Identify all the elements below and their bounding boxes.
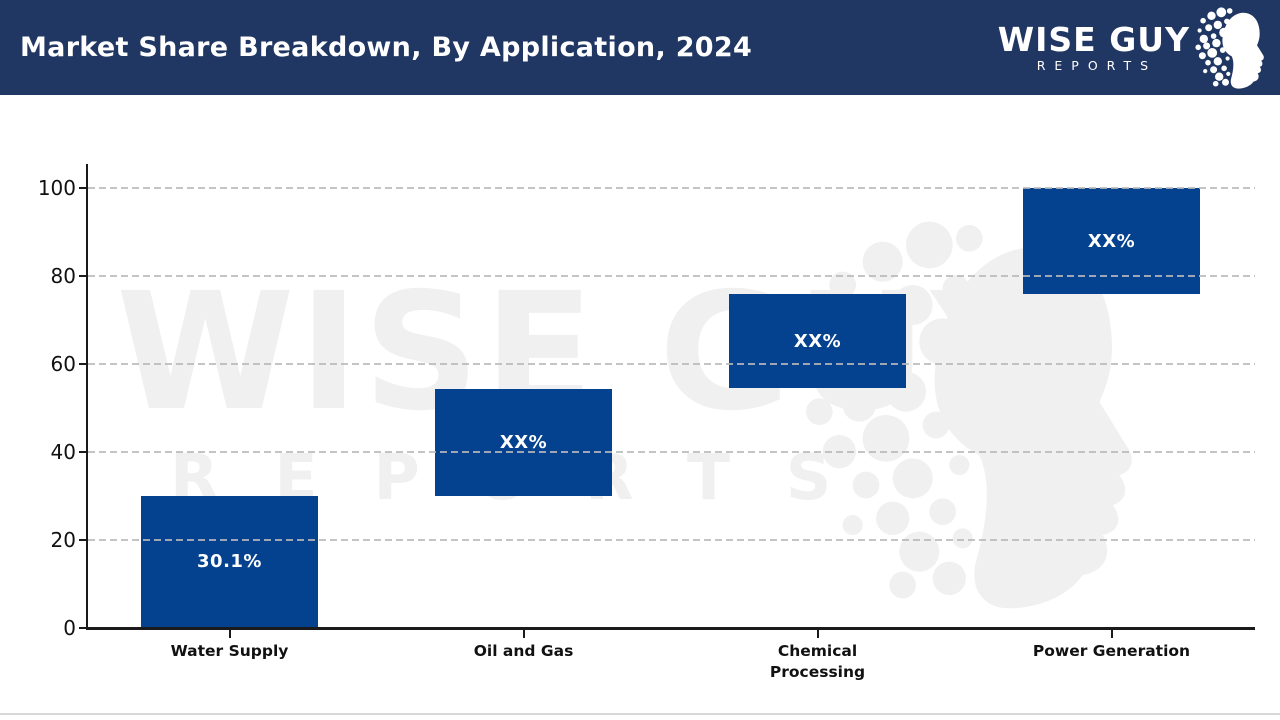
y-axis-tick-label-80: 80: [50, 264, 76, 288]
bottom-divider: [0, 713, 1280, 715]
bar-value-label-chemical-processing: XX%: [793, 330, 842, 352]
x-axis-category-label-water-supply: Water Supply: [170, 642, 289, 660]
logo-head-icon: [1194, 6, 1264, 90]
y-axis-tick-label-40: 40: [50, 440, 76, 464]
logo-wordmark-line1: WISE GUY: [997, 19, 1190, 59]
y-axis-tick-label-0: 0: [63, 616, 76, 640]
x-axis-tickmark-chemical-processing: [816, 629, 819, 638]
y-axis-tickmark-0: [79, 627, 88, 629]
x-axis-category-label-oil-and-gas: Oil and Gas: [473, 642, 574, 660]
logo-wordmark-line2: REPORTS: [1036, 57, 1158, 73]
bar-value-label-oil-and-gas: XX%: [499, 431, 548, 453]
x-axis-category-label-chemical-processing: Chemical Processing: [769, 642, 866, 681]
gridline-20: [88, 539, 1255, 541]
gridline-40: [88, 451, 1255, 453]
gridline-60: [88, 363, 1255, 365]
y-axis-tickmark-100: [79, 187, 88, 189]
bar-water-supply: 30.1%: [141, 495, 318, 628]
y-axis-tickmark-20: [79, 539, 88, 541]
y-axis-spine: [86, 164, 88, 630]
y-axis-tickmark-60: [79, 363, 88, 365]
y-axis-tick-label-20: 20: [50, 528, 76, 552]
bar-chemical-processing: XX%: [729, 294, 906, 389]
y-axis-tick-label-60: 60: [50, 352, 76, 376]
bar-value-label-water-supply: 30.1%: [197, 551, 262, 573]
gridline-100: [88, 187, 1255, 189]
gridline-80: [88, 275, 1255, 277]
logo-wordmark: WISE GUY REPORTS: [998, 23, 1190, 73]
bar-power-generation: XX%: [1023, 188, 1200, 295]
bar-value-label-power-generation: XX%: [1087, 230, 1136, 252]
plot-area: 0 20 40 60 80 100 30.1% Water Supply XX% Oil and …: [0, 95, 1280, 720]
page-title: Market Share Breakdown, By Application, …: [20, 32, 753, 63]
header: Market Share Breakdown, By Application, …: [0, 0, 1280, 95]
wise-guy-reports-logo: WISE GUY REPORTS: [998, 6, 1264, 90]
x-axis-spine: [86, 627, 1255, 630]
y-axis-tickmark-80: [79, 275, 88, 277]
x-axis-tickmark-oil-and-gas: [522, 629, 525, 638]
y-axis-tickmark-40: [79, 451, 88, 453]
x-axis-category-label-power-generation: Power Generation: [1032, 642, 1191, 660]
x-axis-tickmark-power-generation: [1110, 629, 1113, 638]
y-axis-tick-label-100: 100: [37, 176, 76, 200]
x-axis-tickmark-water-supply: [228, 629, 231, 638]
bar-oil-and-gas: XX%: [435, 388, 612, 496]
